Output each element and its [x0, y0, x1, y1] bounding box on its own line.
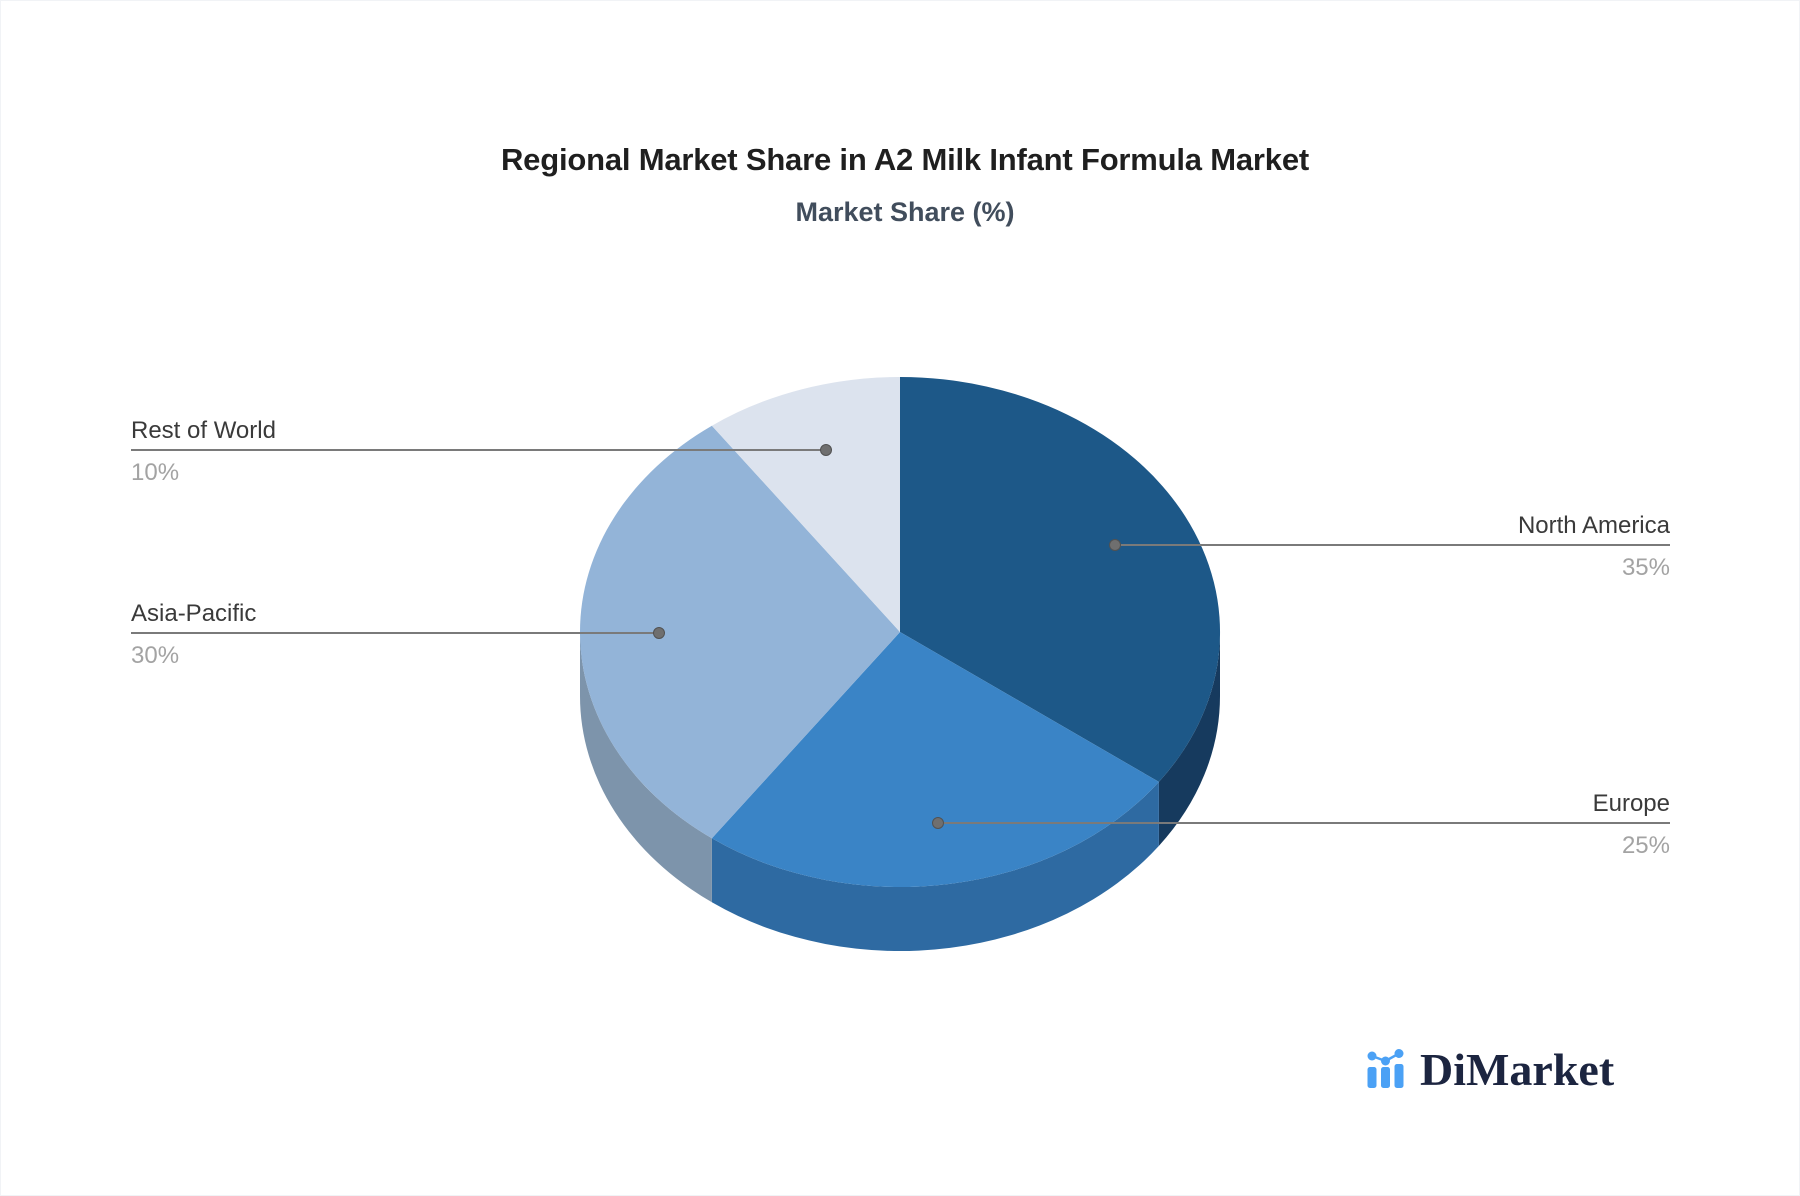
slice-value: 10%	[131, 459, 180, 486]
pie-wall-north-america	[1158, 632, 1220, 846]
pie-slice-rest-of-world	[711, 377, 900, 632]
pie-wall-europe	[711, 781, 1159, 952]
dot-asia-pacific	[653, 627, 665, 639]
callout-north-america: North America	[1518, 512, 1670, 540]
bar-chart-trend-icon	[1367, 1049, 1404, 1088]
dot-rest-of-world	[820, 444, 832, 456]
chart-title: Regional Market Share in A2 Milk Infant …	[500, 142, 1309, 177]
callout-europe: Europe	[1593, 790, 1670, 818]
callout-connectors	[131, 449, 1670, 824]
callout-dots	[653, 444, 1121, 829]
slice-value: 25%	[1621, 832, 1670, 859]
pie-wall-asia-pacific	[580, 632, 712, 903]
slice-label: Rest of World	[131, 417, 276, 444]
slice-value: 35%	[1621, 554, 1670, 581]
callout-north-america-value: 35%	[1622, 554, 1670, 582]
dot-europe	[932, 817, 944, 829]
slice-label: North America	[1517, 512, 1670, 539]
pie-slice-north-america	[900, 377, 1221, 782]
pie-slice-asia-pacific	[579, 425, 900, 839]
callout-europe-value: 25%	[1622, 832, 1670, 860]
callout-rest-of-world-value: 10%	[131, 459, 179, 487]
callout-rest-of-world: Rest of World	[131, 417, 276, 445]
logo-wordmark: DiMarket	[1420, 1044, 1615, 1095]
slice-label: Asia-Pacific	[131, 600, 257, 627]
chart-subtitle: Market Share (%)	[795, 197, 1015, 227]
callout-asia-pacific: Asia-Pacific	[131, 600, 256, 628]
callout-asia-pacific-value: 30%	[131, 642, 179, 670]
slice-label: Europe	[1592, 790, 1670, 817]
dot-north-america	[1109, 539, 1121, 551]
slice-value: 30%	[131, 642, 180, 669]
